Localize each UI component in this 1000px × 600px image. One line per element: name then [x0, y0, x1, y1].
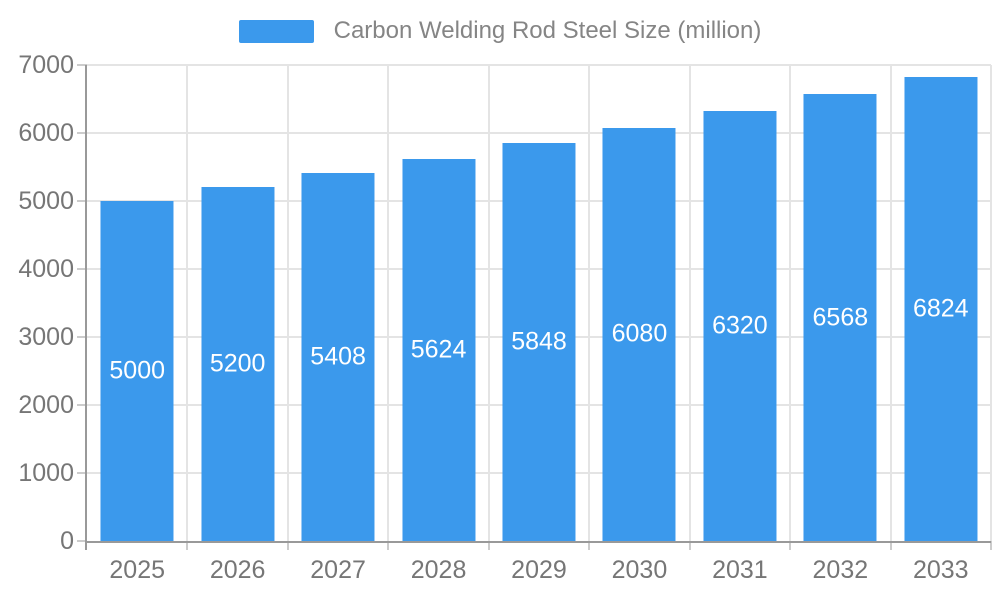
y-axis-ticks — [77, 64, 87, 542]
gridline-vertical — [990, 65, 992, 541]
y-axis-label: 1000 — [18, 459, 74, 487]
bar-value-label: 5408 — [310, 342, 366, 371]
y-axis-tick — [77, 404, 87, 406]
bar-2029[interactable]: 5848 — [502, 143, 576, 541]
y-axis-line — [85, 65, 87, 550]
x-axis-label: 2025 — [109, 556, 166, 584]
legend-label: Carbon Welding Rod Steel Size (million) — [333, 17, 762, 44]
gridline-vertical — [889, 65, 892, 541]
bar-2027[interactable]: 5408 — [301, 173, 375, 541]
bar-value-label: 5000 — [109, 356, 166, 385]
bar-2031[interactable]: 6320 — [703, 111, 777, 541]
x-axis-labels: 2025 2026 2027 2028 2029 2030 2031 2032 2033 — [87, 553, 991, 587]
bar-2033[interactable]: 6824 — [904, 76, 978, 541]
gridline-vertical — [789, 65, 792, 541]
bar-2030[interactable]: 6080 — [602, 127, 676, 541]
x-axis-label: 2028 — [410, 556, 467, 584]
x-axis-label: 2026 — [209, 556, 266, 584]
bar-value-label: 5624 — [410, 335, 467, 364]
gridline-vertical — [387, 65, 390, 541]
y-axis-tick — [77, 132, 87, 134]
y-axis-label: 4000 — [18, 255, 74, 283]
x-axis-line — [85, 541, 991, 543]
bar-2032[interactable]: 6568 — [803, 94, 877, 541]
gridline-horizontal — [87, 64, 991, 66]
y-axis-label: 0 — [60, 527, 74, 555]
x-axis-tick — [286, 541, 289, 550]
x-axis-tick — [588, 541, 591, 550]
legend-item[interactable]: Carbon Welding Rod Steel Size (million) — [238, 17, 762, 45]
y-axis-tick — [77, 64, 87, 66]
x-axis-label: 2032 — [812, 556, 869, 584]
bar-value-label: 5200 — [209, 349, 266, 378]
legend: Carbon Welding Rod Steel Size (million) — [0, 17, 1000, 45]
x-axis-tick — [889, 541, 892, 550]
bar-value-label: 6568 — [812, 303, 869, 332]
x-axis-tick — [387, 541, 390, 550]
plot-area: 5000 5200 5408 5624 5848 6080 6320 6568 6824 — [85, 64, 992, 550]
x-axis-label: 2033 — [912, 556, 969, 584]
gridline-vertical — [688, 65, 691, 541]
x-axis-label: 2031 — [712, 556, 768, 584]
y-axis-label: 7000 — [18, 51, 74, 79]
gridline-vertical — [588, 65, 591, 541]
bar-2025[interactable]: 5000 — [100, 201, 174, 541]
x-axis-tick — [789, 541, 792, 550]
x-axis-tick — [688, 541, 691, 550]
y-axis-label: 5000 — [18, 186, 74, 215]
legend-swatch-icon — [238, 19, 314, 43]
y-axis-tick — [77, 268, 87, 270]
x-axis-tick — [487, 541, 490, 550]
bar-value-label: 6320 — [712, 311, 768, 340]
y-axis-tick — [77, 540, 87, 542]
y-axis-labels: 0 1000 2000 3000 4000 5000 6000 7000 — [0, 51, 74, 555]
x-axis-label: 2027 — [310, 556, 366, 584]
bar-value-label: 6080 — [611, 319, 668, 348]
y-axis-tick — [77, 200, 87, 202]
bar-2026[interactable]: 5200 — [201, 187, 275, 541]
gridline-vertical — [487, 65, 490, 541]
y-axis-label: 3000 — [18, 322, 74, 351]
y-axis-label: 2000 — [18, 391, 74, 419]
y-axis-label: 6000 — [18, 118, 74, 147]
x-axis-ticks — [87, 541, 992, 550]
x-axis-label: 2029 — [511, 556, 567, 584]
y-axis-tick — [77, 472, 87, 474]
gridline-horizontal — [87, 132, 991, 134]
gridline-vertical — [286, 65, 289, 541]
x-axis-label: 2030 — [611, 556, 668, 584]
y-axis-tick — [77, 336, 87, 338]
bar-2028[interactable]: 5624 — [402, 158, 476, 541]
bar-value-label: 5848 — [511, 327, 567, 356]
bar-value-label: 6824 — [912, 294, 969, 323]
x-axis-tick — [186, 541, 189, 550]
x-axis-tick — [990, 541, 992, 550]
gridline-vertical — [186, 65, 189, 541]
